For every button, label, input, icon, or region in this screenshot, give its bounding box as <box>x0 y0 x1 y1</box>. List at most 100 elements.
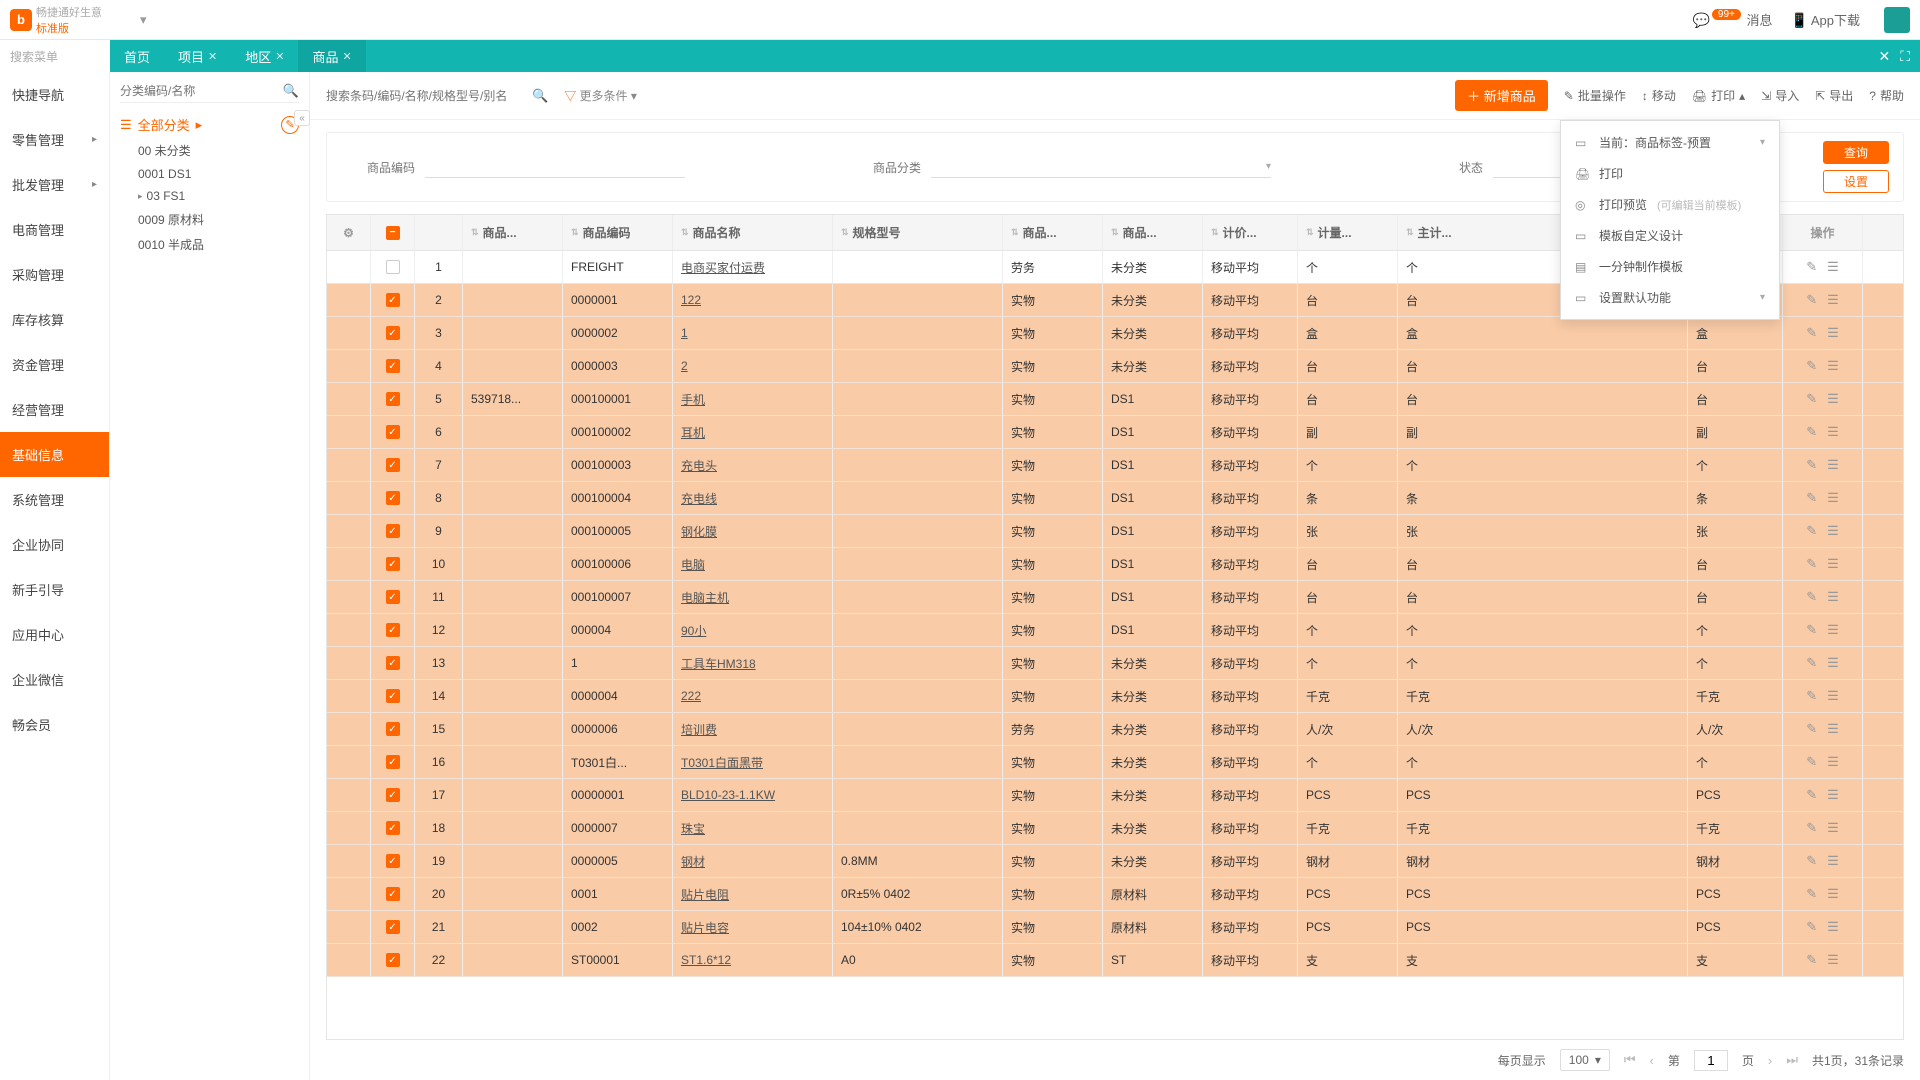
print-preview-action[interactable]: ◎打印预览(可编辑当前模板) <box>1561 189 1779 220</box>
page-input[interactable] <box>1694 1050 1728 1071</box>
template-design-action[interactable]: ▭模板自定义设计 <box>1561 220 1779 251</box>
more-icon[interactable]: ☰ <box>1827 754 1839 770</box>
checkbox-icon[interactable]: ✓ <box>386 656 400 670</box>
cell-name-link[interactable]: 贴片电容 <box>673 911 833 943</box>
sidebar-item[interactable]: 新手引导 <box>0 567 109 612</box>
col-code[interactable]: ⇅商品编码 <box>563 215 673 250</box>
cell-name-link[interactable]: ST1.6*12 <box>673 944 833 976</box>
more-icon[interactable]: ☰ <box>1827 391 1839 407</box>
edit-icon[interactable]: ✎ <box>1806 358 1817 374</box>
table-row[interactable]: ✓7000100003充电头实物DS1移动平均个个个✎☰ <box>327 449 1903 482</box>
edit-icon[interactable]: ✎ <box>1806 292 1817 308</box>
filter-input-code[interactable] <box>425 156 685 178</box>
cell-name-link[interactable]: 培训费 <box>673 713 833 745</box>
table-row[interactable]: ✓300000021实物未分类移动平均盒盒盒✎☰ <box>327 317 1903 350</box>
checkbox-icon[interactable]: ✓ <box>386 491 400 505</box>
table-row[interactable]: ✓8000100004充电线实物DS1移动平均条条条✎☰ <box>327 482 1903 515</box>
table-row[interactable]: ✓11000100007电脑主机实物DS1移动平均台台台✎☰ <box>327 581 1903 614</box>
more-icon[interactable]: ☰ <box>1827 589 1839 605</box>
sidebar-item[interactable]: 基础信息 <box>0 432 109 477</box>
col-gear[interactable]: ⚙ <box>327 215 371 250</box>
edit-icon[interactable]: ✎ <box>1806 424 1817 440</box>
import-button[interactable]: ⇲导入 <box>1761 87 1799 104</box>
more-icon[interactable]: ☰ <box>1827 655 1839 671</box>
edit-icon[interactable]: ✎ <box>1806 919 1817 935</box>
checkbox-icon[interactable]: ✓ <box>386 359 400 373</box>
tab-首页[interactable]: 首页 <box>110 40 164 72</box>
table-row[interactable]: ✓5539718...000100001手机实物DS1移动平均台台台✎☰ <box>327 383 1903 416</box>
page-first-icon[interactable]: ⏮ <box>1624 1052 1636 1068</box>
col-valm[interactable]: ⇅计价... <box>1203 215 1298 250</box>
page-next-icon[interactable]: › <box>1768 1053 1772 1068</box>
edit-icon[interactable]: ✎ <box>1806 589 1817 605</box>
sidebar-search-header[interactable]: 搜索菜单 <box>0 40 110 72</box>
edit-icon[interactable]: ✎ <box>1806 820 1817 836</box>
tree-node[interactable]: ▸03 FS1 <box>110 185 309 207</box>
table-row[interactable]: ✓16T0301白...T0301白面黑带实物未分类移动平均个个个✎☰ <box>327 746 1903 779</box>
tree-root-all[interactable]: ☰ 全部分类 ▸ ✎ <box>110 111 309 138</box>
close-icon[interactable]: ✕ <box>275 50 284 63</box>
collapse-tree-icon[interactable]: « <box>294 110 310 126</box>
more-icon[interactable]: ☰ <box>1827 292 1839 308</box>
cell-name-link[interactable]: 钢化膜 <box>673 515 833 547</box>
more-icon[interactable]: ☰ <box>1827 688 1839 704</box>
query-button[interactable]: 查询 <box>1823 141 1889 164</box>
edit-icon[interactable]: ✎ <box>1806 523 1817 539</box>
more-icon[interactable]: ☰ <box>1827 523 1839 539</box>
page-prev-icon[interactable]: ‹ <box>1650 1053 1654 1068</box>
cell-name-link[interactable]: 电脑 <box>673 548 833 580</box>
more-icon[interactable]: ☰ <box>1827 820 1839 836</box>
filter-setup-button[interactable]: 设置 <box>1823 170 1889 193</box>
more-icon[interactable]: ☰ <box>1827 787 1839 803</box>
sidebar-item[interactable]: 应用中心 <box>0 612 109 657</box>
col-name[interactable]: ⇅商品名称 <box>673 215 833 250</box>
per-page-select[interactable]: 100▾ <box>1560 1049 1610 1071</box>
more-icon[interactable]: ☰ <box>1827 490 1839 506</box>
cell-name-link[interactable]: 1 <box>673 317 833 349</box>
tab-地区[interactable]: 地区✕ <box>231 40 298 72</box>
edit-icon[interactable]: ✎ <box>1806 325 1817 341</box>
more-icon[interactable]: ☰ <box>1827 886 1839 902</box>
expand-icon[interactable]: ▸ <box>138 191 143 202</box>
checkbox-icon[interactable]: ✓ <box>386 293 400 307</box>
sidebar-item[interactable]: 资金管理 <box>0 342 109 387</box>
edit-icon[interactable]: ✎ <box>1806 622 1817 638</box>
edit-icon[interactable]: ✎ <box>1806 688 1817 704</box>
export-button[interactable]: ⇱导出 <box>1815 87 1853 104</box>
cell-name-link[interactable]: 珠宝 <box>673 812 833 844</box>
checkbox-icon[interactable]: ✓ <box>386 953 400 967</box>
table-row[interactable]: ✓400000032实物未分类移动平均台台台✎☰ <box>327 350 1903 383</box>
cell-name-link[interactable]: 90小 <box>673 614 833 646</box>
close-icon[interactable]: ✕ <box>343 50 352 63</box>
more-icon[interactable]: ☰ <box>1827 721 1839 737</box>
sidebar-item[interactable]: 零售管理▸ <box>0 117 109 162</box>
sidebar-item[interactable]: 电商管理 <box>0 207 109 252</box>
tree-node[interactable]: 0001 DS1 <box>110 163 309 185</box>
checkbox-icon[interactable]: ✓ <box>386 326 400 340</box>
cell-name-link[interactable]: 电商买家付运费 <box>673 251 833 283</box>
table-row[interactable]: ✓10000100006电脑实物DS1移动平均台台台✎☰ <box>327 548 1903 581</box>
more-icon[interactable]: ☰ <box>1827 853 1839 869</box>
page-last-icon[interactable]: ⏭ <box>1786 1052 1798 1068</box>
sidebar-item[interactable]: 系统管理 <box>0 477 109 522</box>
more-icon[interactable]: ☰ <box>1827 358 1839 374</box>
table-row[interactable]: ✓200001贴片电阻0R±5% 0402实物原材料移动平均PCSPCSPCS✎… <box>327 878 1903 911</box>
col-cls[interactable]: ⇅商品... <box>1103 215 1203 250</box>
checkbox-icon[interactable]: ✓ <box>386 887 400 901</box>
tree-node[interactable]: 00 未分类 <box>110 138 309 163</box>
cell-name-link[interactable]: 电脑主机 <box>673 581 833 613</box>
col-check[interactable]: − <box>371 215 415 250</box>
checkbox-icon[interactable]: ✓ <box>386 524 400 538</box>
org-selector[interactable]: ▾ <box>140 12 147 28</box>
col-unit[interactable]: ⇅计量... <box>1298 215 1398 250</box>
checkbox-icon[interactable]: ✓ <box>386 689 400 703</box>
cell-name-link[interactable]: 手机 <box>673 383 833 415</box>
search-icon[interactable]: 🔍 <box>532 88 548 104</box>
checkbox-icon[interactable]: ✓ <box>386 788 400 802</box>
tab-商品[interactable]: 商品✕ <box>298 40 365 72</box>
checkbox-icon[interactable]: ✓ <box>386 920 400 934</box>
user-avatar[interactable] <box>1884 7 1910 33</box>
edit-icon[interactable]: ✎ <box>1806 655 1817 671</box>
table-row[interactable]: ✓1700000001BLD10-23-1.1KW实物未分类移动平均PCSPCS… <box>327 779 1903 812</box>
cell-name-link[interactable]: 耳机 <box>673 416 833 448</box>
